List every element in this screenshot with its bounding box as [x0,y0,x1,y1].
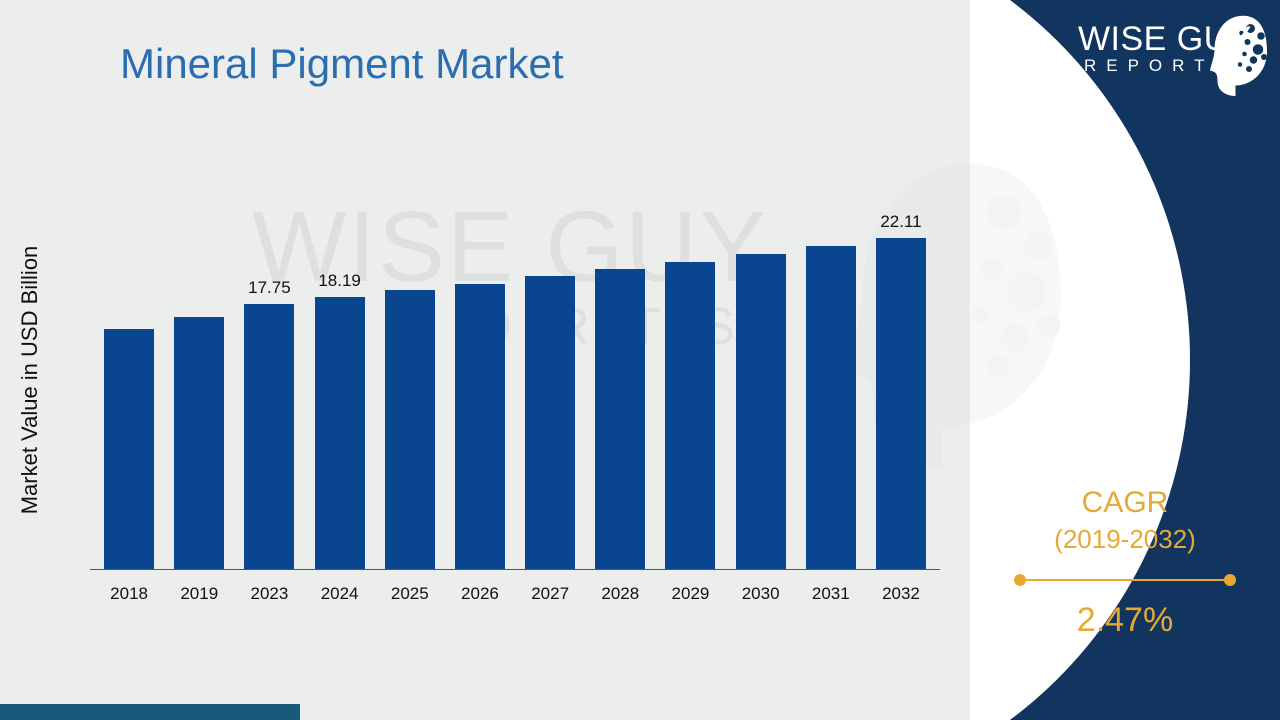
cagr-divider [1020,579,1230,581]
bar [104,329,154,571]
bar-slot [164,150,234,570]
bar [385,290,435,570]
cagr-block: CAGR (2019-2032) 2.47% [1010,486,1240,640]
bar [736,254,786,570]
chart-title: Mineral Pigment Market [120,40,563,88]
bar-chart: Market Value in USD Billion 17.7518.1922… [60,150,940,610]
bar-value-label: 18.19 [318,271,361,291]
x-tick-label: 2028 [585,574,655,610]
bar [595,269,645,570]
bar [876,238,926,570]
bar-slot [94,150,164,570]
bar-slot [796,150,866,570]
bar-slot [515,150,585,570]
bars-container: 17.75 18.19 22.11 [90,150,940,570]
x-tick-label: 2031 [796,574,866,610]
bar [315,297,365,570]
brand-logo-sub: REPORTS [1084,56,1252,76]
cagr-label: CAGR [1010,486,1240,520]
x-tick-label: 2027 [515,574,585,610]
brand-logo: WISE GUY REPORTS [1078,22,1252,76]
bar-slot: 22.11 [866,150,936,570]
bar-slot [445,150,515,570]
x-tick-label: 2029 [655,574,725,610]
x-tick-label: 2025 [375,574,445,610]
y-axis-label: Market Value in USD Billion [17,246,43,515]
bar [174,317,224,571]
bar [665,262,715,570]
bar [455,284,505,571]
x-tick-label: 2018 [94,574,164,610]
bar-value-label: 22.11 [880,212,921,232]
bar-slot: 18.19 [305,150,375,570]
x-tick-label: 2026 [445,574,515,610]
bar-slot [585,150,655,570]
bar [525,276,575,570]
brand-logo-main: WISE GUY [1078,22,1252,56]
x-labels-container: 2018201920232024202520262027202820292030… [90,574,940,610]
bar-value-label: 17.75 [248,278,291,298]
x-tick-label: 2030 [726,574,796,610]
bar-slot: 17.75 [234,150,304,570]
bar-slot [655,150,725,570]
x-tick-label: 2023 [234,574,304,610]
x-tick-label: 2032 [866,574,936,610]
x-axis-line [90,569,940,570]
x-tick-label: 2019 [164,574,234,610]
bar-slot [375,150,445,570]
bottom-stripe [0,704,300,720]
bar [244,304,294,570]
bar [806,246,856,570]
cagr-value: 2.47% [1010,601,1240,640]
bar-slot [726,150,796,570]
cagr-range: (2019-2032) [1010,524,1240,555]
x-tick-label: 2024 [305,574,375,610]
